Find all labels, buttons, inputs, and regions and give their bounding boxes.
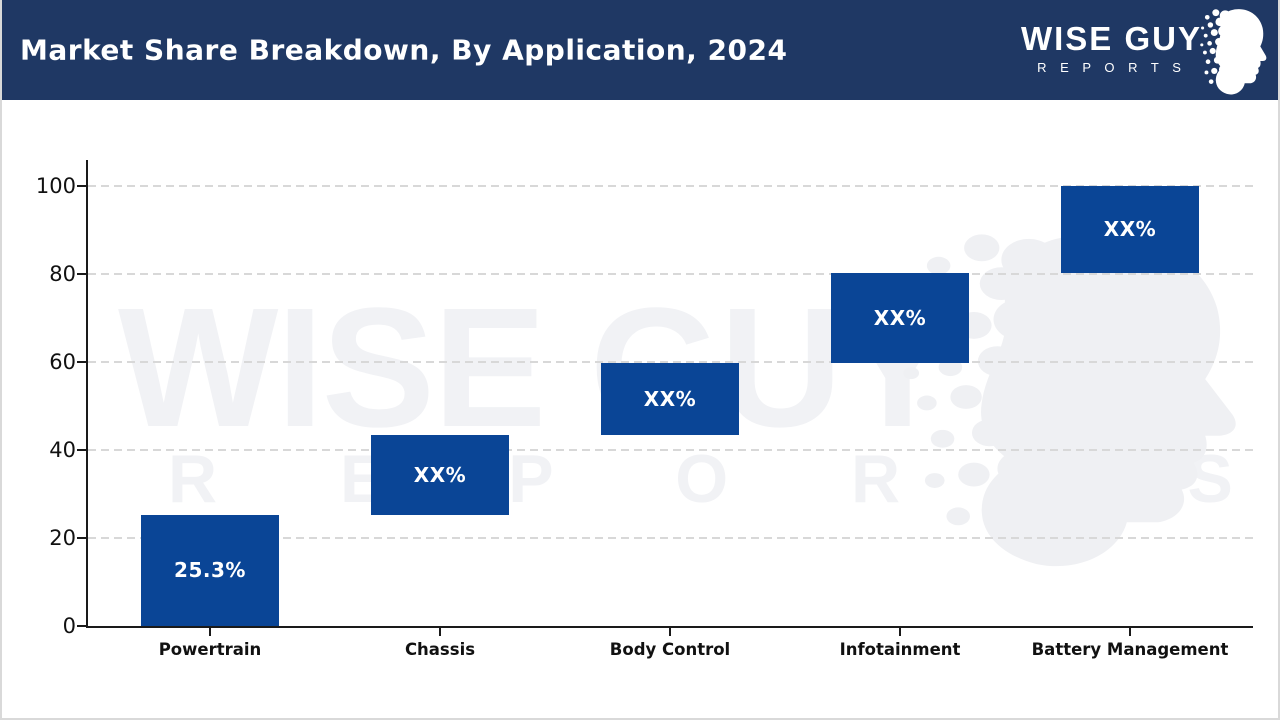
category-label: Chassis bbox=[404, 640, 476, 659]
watermark-wiseguy-text: WISE GUY bbox=[118, 273, 954, 463]
y-tick-mark bbox=[77, 537, 86, 539]
category-label: Powertrain bbox=[158, 640, 262, 659]
bar-battery-management: XX% bbox=[1061, 186, 1199, 273]
category-label: Infotainment bbox=[839, 640, 961, 659]
logo-reports-text: R E P O R T S bbox=[1037, 59, 1186, 75]
bar-powertrain: 25.3% bbox=[141, 514, 279, 626]
gridline-40 bbox=[88, 449, 1253, 451]
logo-wiseguy-text: WISE GUY bbox=[1020, 20, 1202, 57]
x-tick-mark bbox=[899, 628, 901, 636]
y-tick-label: 0 bbox=[62, 614, 76, 638]
y-tick-label: 20 bbox=[49, 526, 76, 550]
gridline-80 bbox=[88, 273, 1253, 275]
bar-value-label: XX% bbox=[1103, 217, 1157, 242]
logo-head-icon bbox=[1194, 5, 1272, 97]
bar-infotainment: XX% bbox=[831, 272, 969, 363]
bar-chassis: XX% bbox=[371, 434, 509, 515]
y-tick-mark bbox=[77, 185, 86, 187]
x-axis-line bbox=[86, 626, 1253, 628]
gridline-60 bbox=[88, 361, 1253, 363]
y-tick-mark bbox=[77, 449, 86, 451]
header: Market Share Breakdown, By Application, … bbox=[0, 0, 1280, 100]
y-tick-mark bbox=[77, 361, 86, 363]
gridline-100 bbox=[88, 185, 1253, 187]
bar-body-control: XX% bbox=[601, 362, 739, 435]
logo-text: WISE GUY R E P O R T S bbox=[1020, 20, 1202, 75]
bar-value-label: XX% bbox=[413, 462, 467, 487]
y-tick-label: 100 bbox=[35, 174, 76, 198]
logo: WISE GUY R E P O R T S bbox=[1014, 0, 1274, 100]
y-axis-line bbox=[86, 160, 88, 628]
bar-value-label: XX% bbox=[643, 386, 697, 411]
bar-value-label: XX% bbox=[873, 305, 927, 330]
gridline-20 bbox=[88, 537, 1253, 539]
y-tick-label: 80 bbox=[49, 262, 76, 286]
x-tick-mark bbox=[209, 628, 211, 636]
x-tick-mark bbox=[1129, 628, 1131, 636]
category-label: Battery Management bbox=[1031, 640, 1229, 659]
y-tick-mark bbox=[77, 625, 86, 627]
y-tick-label: 60 bbox=[49, 350, 76, 374]
x-tick-mark bbox=[439, 628, 441, 636]
y-tick-label: 40 bbox=[49, 438, 76, 462]
x-tick-mark bbox=[669, 628, 671, 636]
y-tick-mark bbox=[77, 273, 86, 275]
category-label: Body Control bbox=[609, 640, 731, 659]
page-title: Market Share Breakdown, By Application, … bbox=[20, 33, 788, 67]
bar-value-label: 25.3% bbox=[174, 558, 246, 583]
